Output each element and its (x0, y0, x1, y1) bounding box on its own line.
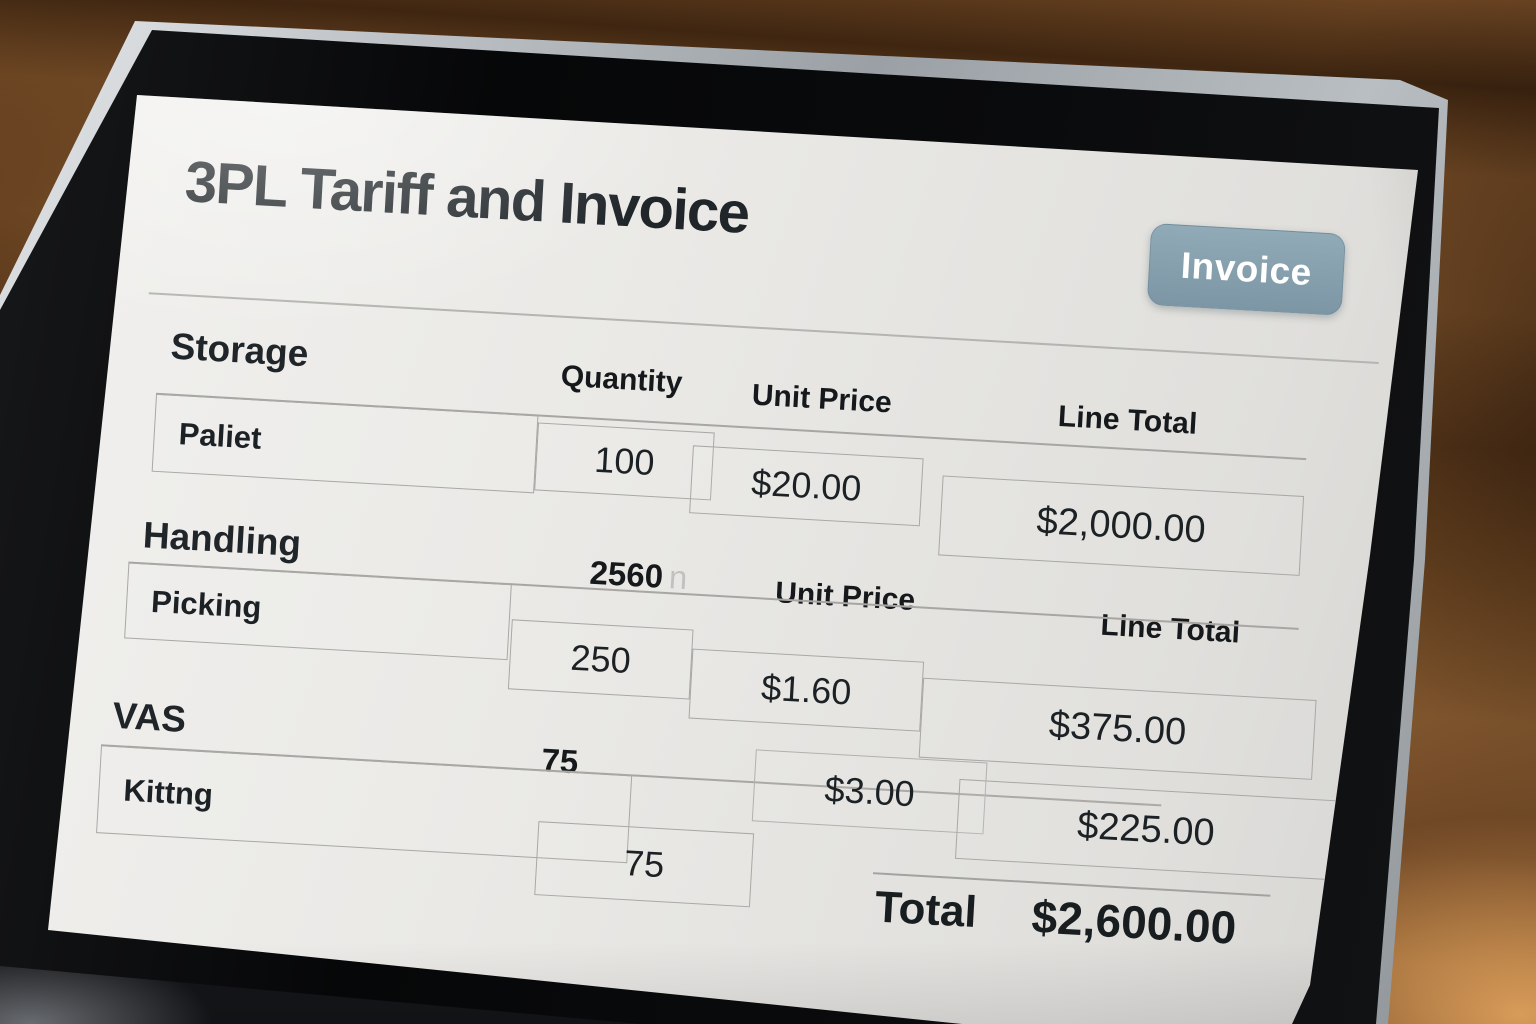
storage-item-cell[interactable]: Paliet (151, 393, 539, 494)
storage-quantity-cell[interactable]: 100 (534, 422, 715, 501)
column-header-unit-price: Unit Price (774, 576, 917, 618)
total-value: $2,600.00 (1030, 890, 1238, 954)
total-label: Total (873, 882, 979, 938)
column-header-line-total: Line Total (1057, 399, 1199, 441)
invoice-button[interactable]: Invoice (1146, 222, 1347, 316)
handling-quantity-cell[interactable]: 250 (507, 619, 694, 700)
storage-line-total-cell[interactable]: $2,000.00 (938, 475, 1305, 576)
handling-item-cell[interactable]: Picking (124, 562, 512, 661)
vas-quantity-cell[interactable]: 75 (534, 821, 755, 908)
page-title: 3PL Tariff and Invoice (183, 149, 751, 247)
section-heading-vas: VAS (111, 694, 188, 740)
storage-unit-price-cell[interactable]: $20.00 (689, 445, 924, 527)
column-header-unit-price: Unit Price (750, 378, 893, 420)
column-header-line-total: Line Total (1099, 608, 1241, 650)
vas-unit-price-cell[interactable]: $3.00 (751, 749, 988, 835)
section-heading-storage: Storage (169, 325, 310, 375)
handling-quantity-header: 2560 n (553, 552, 725, 600)
vas-line-total-cell[interactable]: $225.00 (954, 778, 1337, 881)
ghost-artifact: n (667, 558, 689, 597)
invoice-app: 3PL Tariff and Invoice Invoice Storage Q… (96, 130, 1418, 1024)
column-header-quantity: Quantity (559, 359, 684, 400)
handling-unit-price-cell[interactable]: $1.60 (688, 648, 925, 732)
section-heading-handling: Handling (141, 514, 303, 565)
